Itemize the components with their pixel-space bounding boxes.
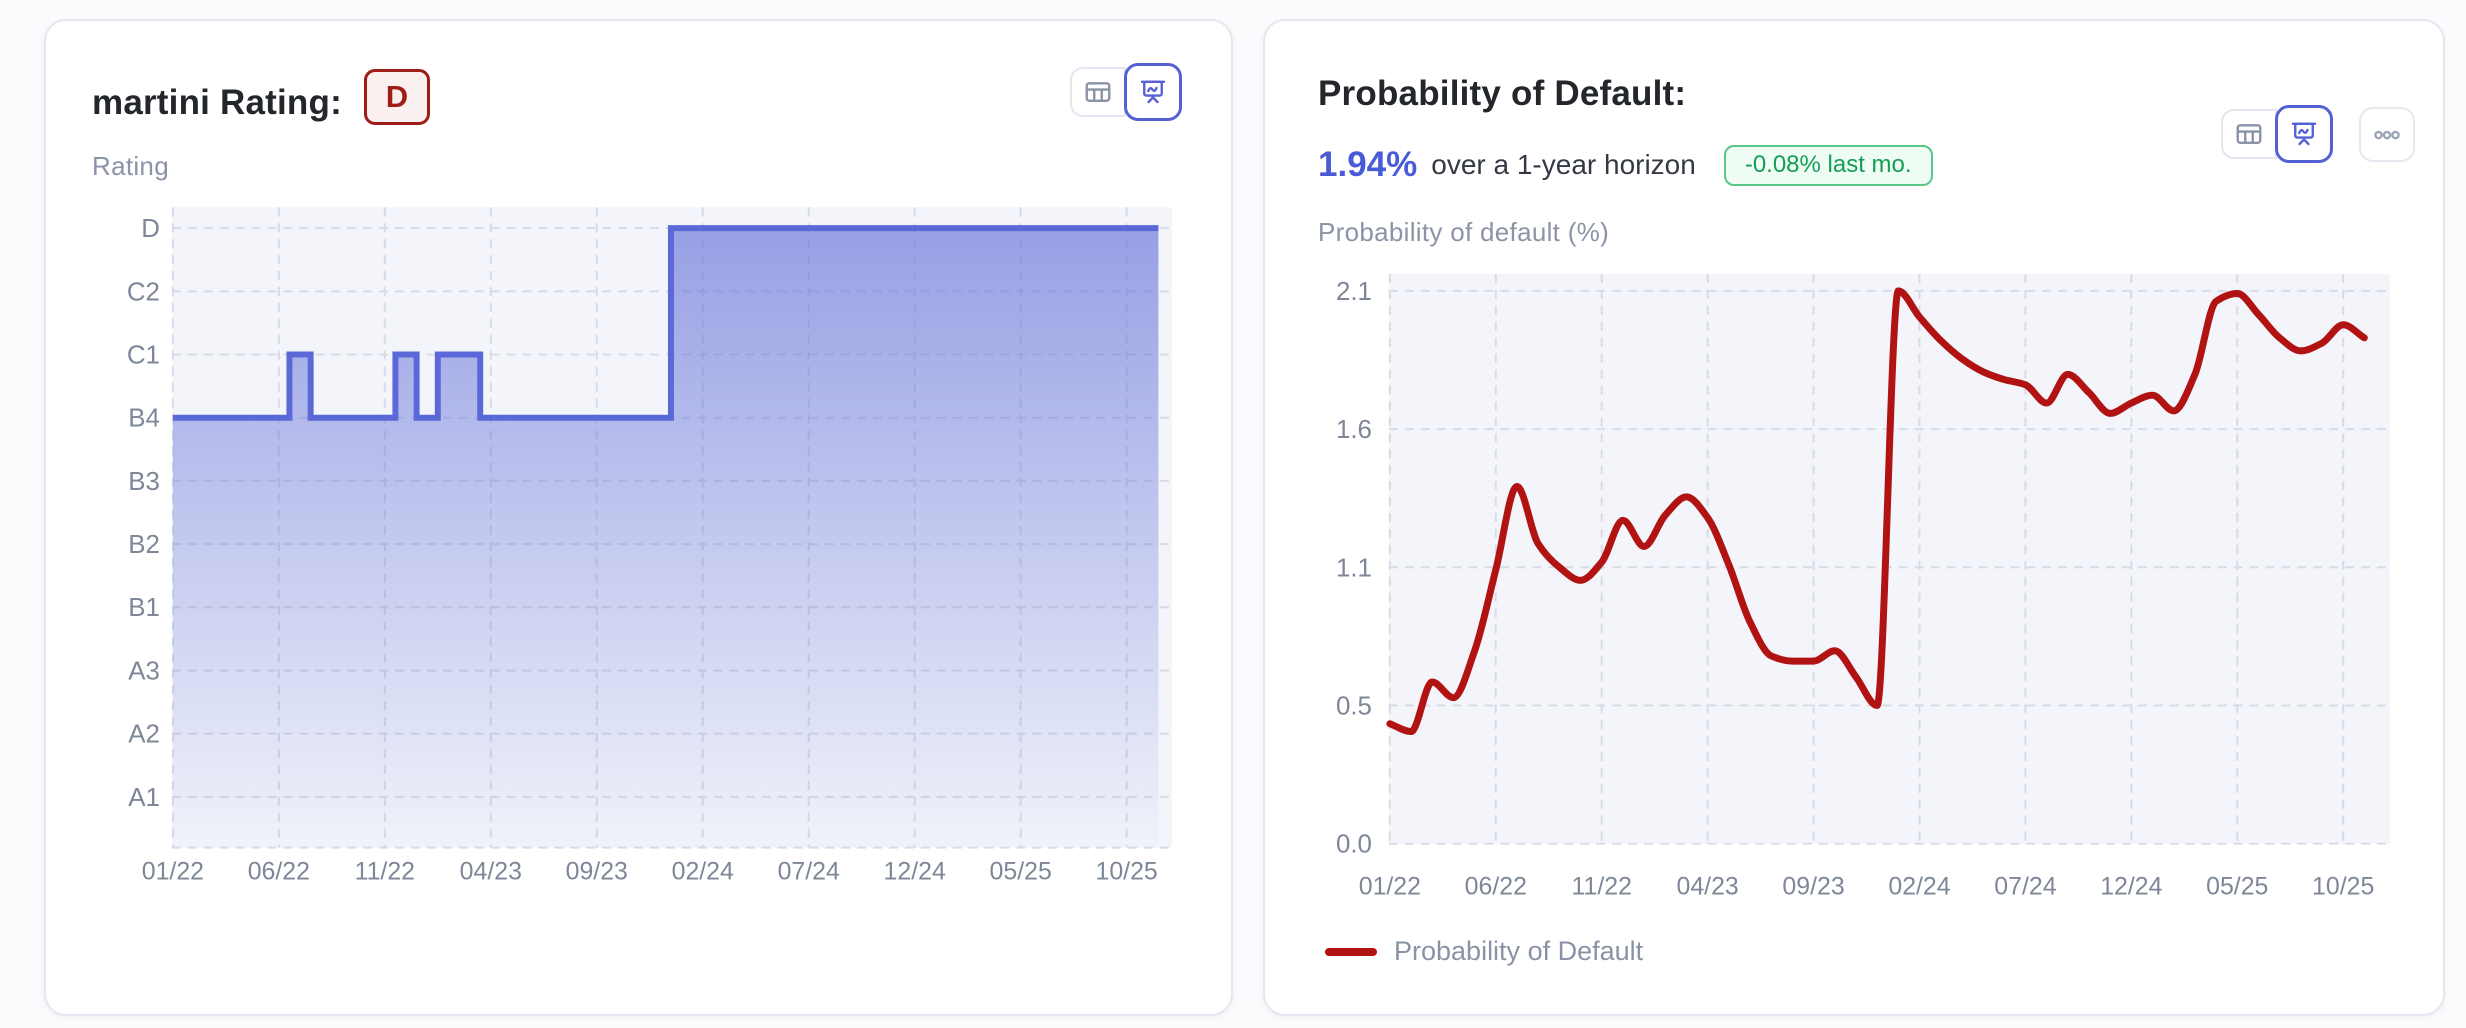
svg-text:02/24: 02/24 (1888, 872, 1950, 900)
svg-text:C1: C1 (127, 342, 160, 370)
svg-text:01/22: 01/22 (142, 858, 204, 886)
rating-step-chart: 01/22 06/22 11/22 04/23 09/23 02/24 07/24 12/24… (127, 207, 1172, 886)
svg-text:12/24: 12/24 (884, 858, 946, 886)
svg-text:11/22: 11/22 (355, 858, 415, 886)
svg-text:09/23: 09/23 (1782, 872, 1844, 900)
svg-text:B4: B4 (128, 405, 160, 433)
chart-view-button[interactable] (1124, 63, 1182, 121)
svg-text:06/22: 06/22 (248, 858, 310, 886)
chart-view-button[interactable] (2275, 105, 2333, 163)
svg-text:11/22: 11/22 (1572, 872, 1632, 900)
table-icon (1085, 82, 1111, 102)
svg-text:05/25: 05/25 (990, 858, 1052, 886)
svg-text:02/24: 02/24 (672, 858, 734, 886)
svg-text:B3: B3 (128, 468, 160, 496)
rating-badge: D (364, 69, 430, 125)
pd-value: 1.94% (1318, 145, 1418, 184)
card-title: martini Rating: (92, 83, 342, 122)
svg-text:09/23: 09/23 (566, 858, 628, 886)
svg-text:1.6: 1.6 (1336, 416, 1372, 444)
svg-text:07/24: 07/24 (1994, 872, 2056, 900)
svg-text:12/24: 12/24 (2100, 872, 2162, 900)
martini-rating-card: martini Rating: D Rating 01/22 06/22 11/22… (44, 19, 1233, 1016)
pd-line-chart: 01/22 06/22 11/22 04/23 09/23 02/24 07/24 12/24… (1336, 273, 2390, 900)
table-view-button[interactable] (2221, 109, 2277, 159)
svg-text:05/25: 05/25 (2206, 872, 2268, 900)
pd-horizon-text: over a 1-year horizon (1431, 149, 1696, 180)
svg-text:A3: A3 (128, 657, 160, 685)
y-axis-title: Rating (92, 151, 169, 181)
svg-text:01/22: 01/22 (1359, 872, 1421, 900)
svg-text:0.5: 0.5 (1336, 692, 1372, 720)
presentation-chart-icon (2291, 122, 2317, 146)
svg-text:1.1: 1.1 (1336, 554, 1372, 582)
svg-text:D: D (141, 215, 160, 243)
card-title: Probability of Default: (1318, 74, 1687, 113)
svg-text:A1: A1 (128, 784, 160, 812)
svg-text:2.1: 2.1 (1336, 278, 1372, 306)
svg-text:A2: A2 (128, 721, 160, 749)
legend-line-swatch (1325, 947, 1377, 956)
view-toggle-group (1070, 63, 1182, 121)
svg-text:06/22: 06/22 (1465, 872, 1527, 900)
headline-row: 1.94% over a 1-year horizon -0.08% last … (1318, 141, 1933, 189)
svg-text:B2: B2 (128, 531, 160, 559)
svg-text:10/25: 10/25 (1096, 858, 1158, 886)
y-axis-title: Probability of default (%) (1318, 217, 1610, 247)
svg-text:04/23: 04/23 (460, 858, 522, 886)
svg-text:C2: C2 (127, 278, 160, 306)
more-options-button[interactable] (2359, 107, 2415, 162)
svg-text:04/23: 04/23 (1677, 872, 1739, 900)
svg-text:10/25: 10/25 (2312, 872, 2374, 900)
svg-text:07/24: 07/24 (778, 858, 840, 886)
view-toggle-group (2221, 105, 2333, 163)
probability-of-default-card: Probability of Default: 1.94% over a 1-y… (1263, 19, 2445, 1016)
pd-delta-badge: -0.08% last mo. (1723, 144, 1933, 186)
svg-text:B1: B1 (128, 594, 160, 622)
legend-label: Probability of Default (1394, 936, 1644, 966)
ellipsis-icon (2374, 130, 2400, 139)
presentation-chart-icon (1140, 80, 1166, 104)
chart-legend: Probability of Default (1325, 936, 1643, 967)
table-icon (2236, 124, 2262, 144)
svg-text:0.0: 0.0 (1336, 831, 1372, 859)
